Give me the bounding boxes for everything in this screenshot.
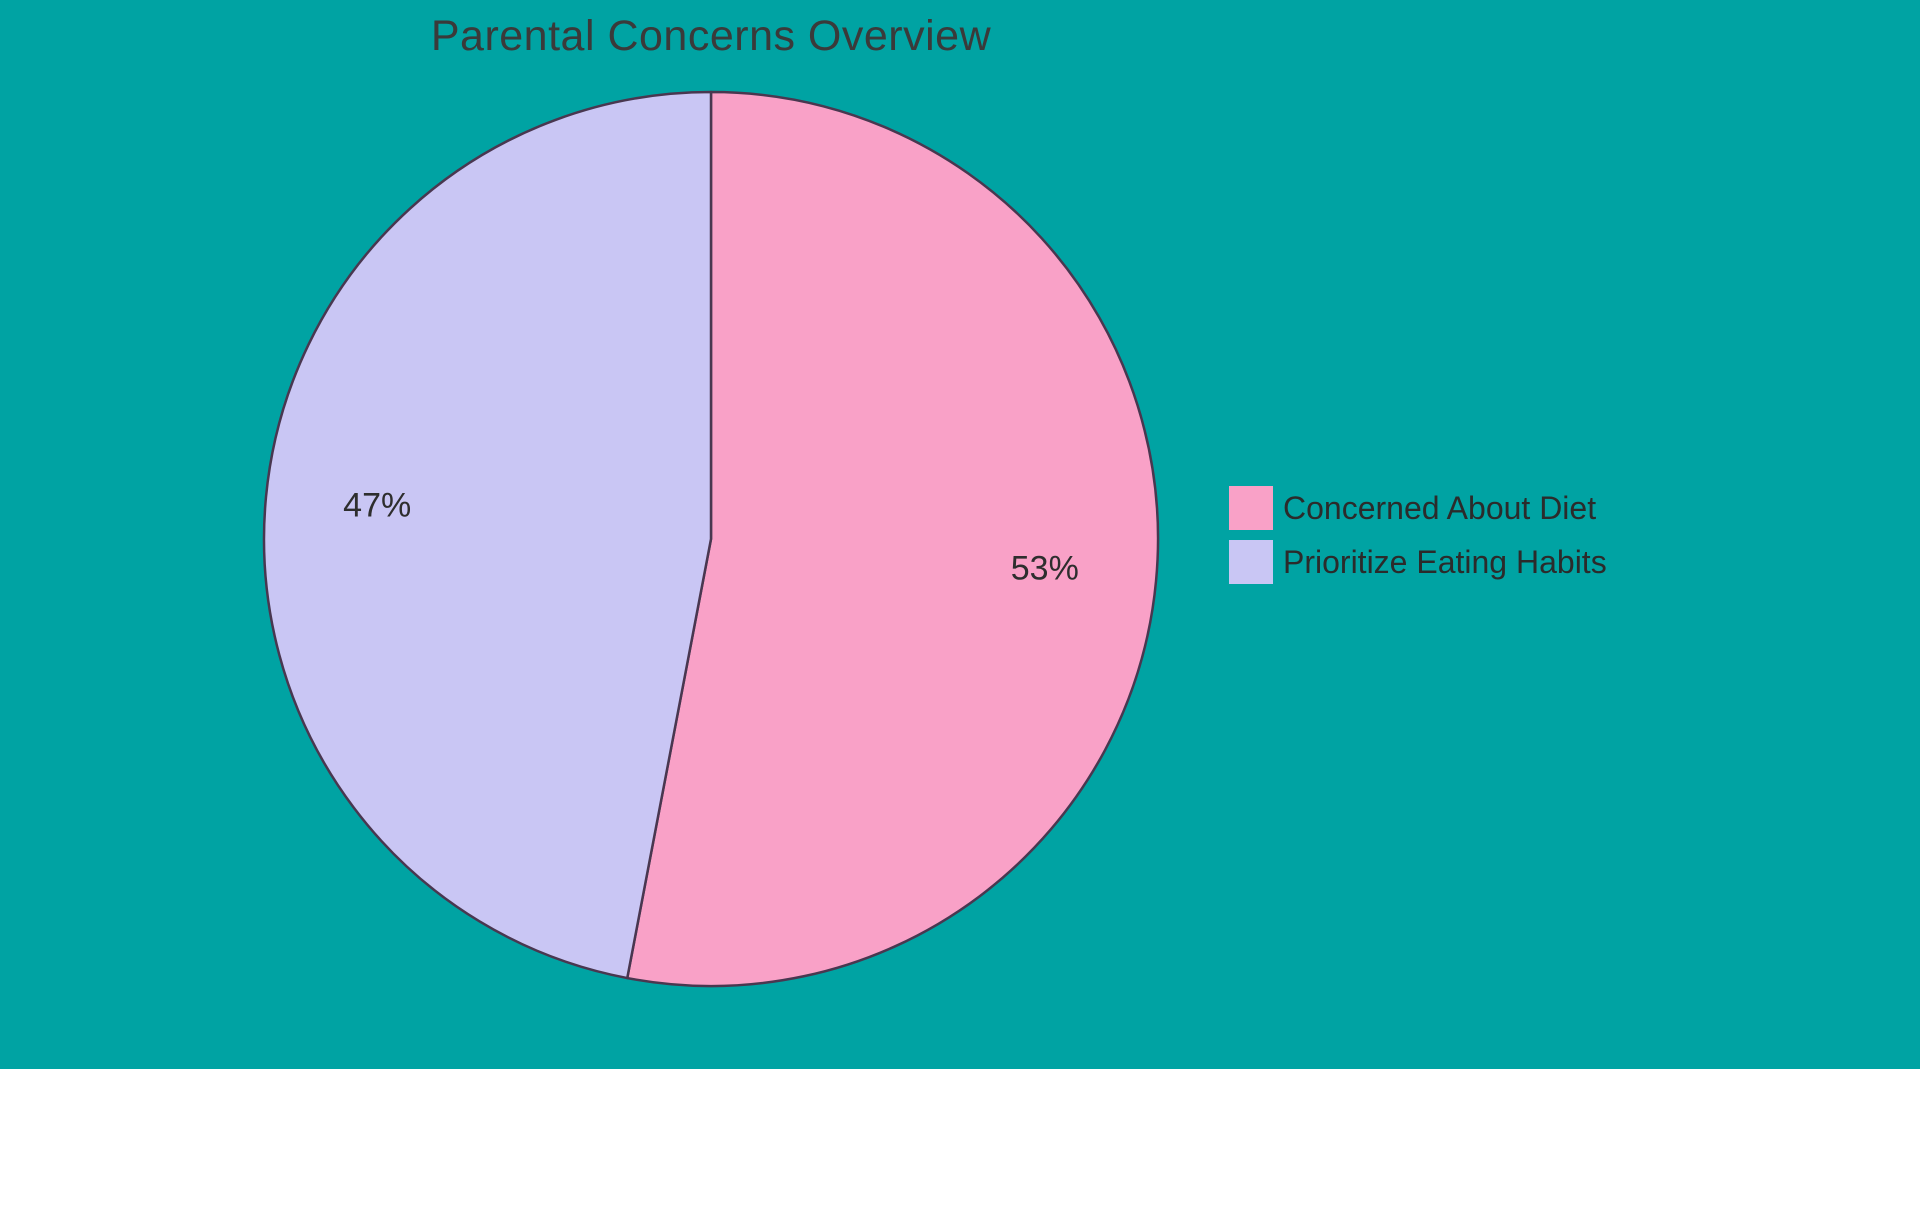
pie-chart: 53% 47% — [262, 90, 1160, 988]
pie-slice-percent-1: 47% — [343, 486, 411, 524]
pie-slice-1 — [262, 90, 713, 980]
chart-area: Parental Concerns Overview 53% 47% Concer… — [0, 0, 1920, 1069]
legend: Concerned About Diet Prioritize Eating H… — [1229, 486, 1607, 584]
legend-swatch-concerned-about-diet — [1229, 486, 1273, 530]
pie-slice-0 — [625, 90, 1160, 988]
chart-title: Parental Concerns Overview — [430, 12, 992, 60]
legend-label-concerned-about-diet: Concerned About Diet — [1283, 489, 1597, 526]
legend-label-prioritize-eating-habits: Prioritize Eating Habits — [1283, 543, 1607, 580]
pie-slice-percent-0: 53% — [1011, 549, 1079, 587]
legend-swatch-prioritize-eating-habits — [1229, 540, 1273, 584]
legend-item-concerned-about-diet: Concerned About Diet — [1229, 486, 1607, 530]
legend-item-prioritize-eating-habits: Prioritize Eating Habits — [1229, 540, 1607, 584]
